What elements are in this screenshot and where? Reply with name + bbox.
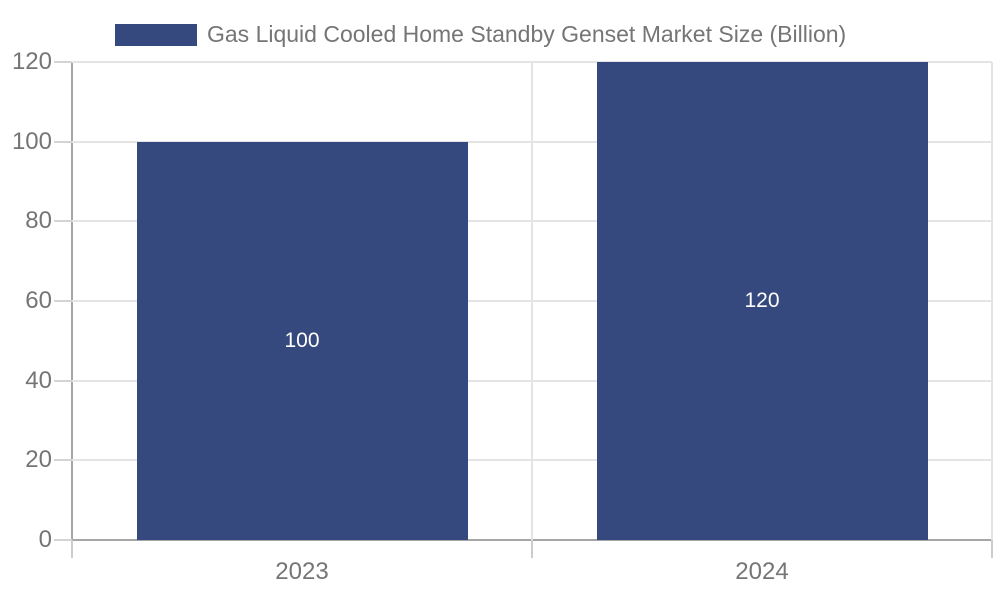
x-axis-line [55, 539, 992, 541]
y-tick-label-120: 120 [11, 48, 52, 75]
y-tick-100 [54, 140, 72, 143]
bar-2024[interactable] [596, 62, 928, 540]
legend-swatch [115, 23, 197, 46]
legend[interactable]: Gas Liquid Cooled Home Standby Genset Ma… [115, 21, 846, 48]
y-tick-40 [54, 379, 72, 382]
y-tick-120 [54, 61, 72, 63]
gridline-x-1 [531, 62, 533, 540]
y-tick-label-80: 80 [25, 207, 52, 235]
bar-value-label-2024: 120 [744, 289, 780, 312]
y-tick-label-100: 100 [11, 127, 52, 155]
legend-label: Gas Liquid Cooled Home Standby Genset Ma… [207, 21, 847, 47]
x-tick-2 [991, 540, 993, 558]
x-tick-1 [531, 540, 533, 558]
y-tick-0 [54, 539, 72, 541]
gridline-x-2 [991, 62, 993, 540]
bar-2023[interactable] [136, 141, 468, 540]
y-tick-label-40: 40 [25, 366, 52, 394]
y-tick-20 [54, 459, 72, 462]
y-tick-label-60: 60 [25, 287, 52, 314]
bar-value-label-2023: 100 [284, 328, 320, 352]
y-tick-80 [54, 220, 72, 223]
x-tick-label-2023: 2023 [275, 558, 329, 585]
x-tick-0 [71, 540, 73, 558]
y-tick-label-0: 0 [38, 526, 52, 553]
y-tick-60 [54, 300, 72, 302]
x-tick-label-2024: 2024 [735, 558, 789, 585]
y-tick-label-20: 20 [25, 446, 52, 474]
